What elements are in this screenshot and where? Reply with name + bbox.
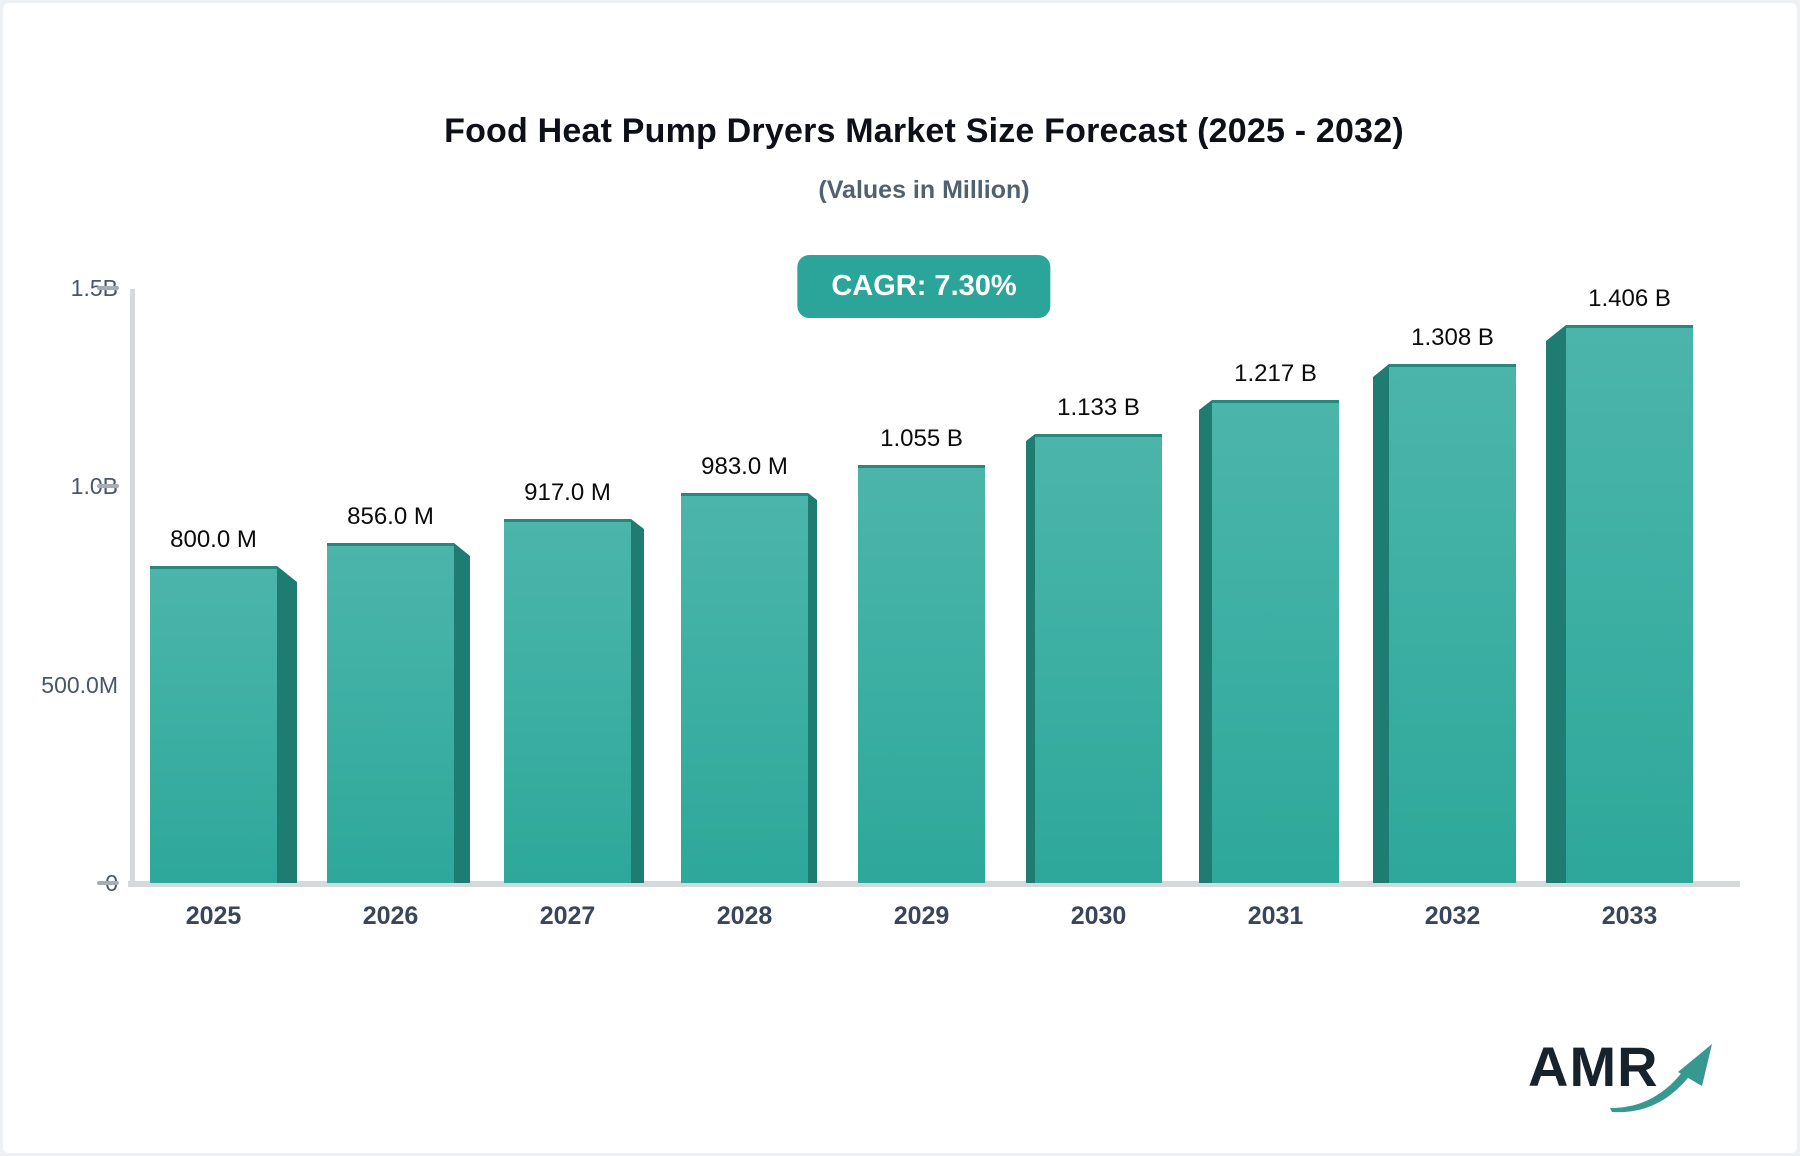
bar-value-label: 1.308 B bbox=[1411, 324, 1494, 351]
bar-side-face bbox=[1546, 325, 1566, 883]
y-tick-dash bbox=[97, 484, 119, 489]
bar-side-face bbox=[1026, 434, 1035, 883]
y-axis-line bbox=[130, 289, 135, 884]
bar-face bbox=[681, 493, 808, 883]
bar-side-face bbox=[808, 493, 817, 883]
bar-value-label: 983.0 M bbox=[701, 453, 788, 480]
bar-value-label: 1.055 B bbox=[880, 425, 963, 452]
brand-logo-text: AMR bbox=[1528, 1035, 1659, 1098]
page-title: Food Heat Pump Dryers Market Size Foreca… bbox=[444, 112, 1404, 150]
x-tick-label: 2026 bbox=[362, 902, 419, 930]
bar-value-label: 800.0 M bbox=[170, 526, 257, 553]
x-tick-label: 2028 bbox=[716, 902, 773, 930]
bar-face bbox=[1212, 400, 1339, 883]
bar-side-face bbox=[1373, 364, 1389, 883]
y-tick-dash bbox=[97, 881, 119, 885]
x-tick-label: 2030 bbox=[1070, 902, 1127, 930]
bar-side-face bbox=[1199, 400, 1212, 883]
x-tick-label: 2029 bbox=[893, 902, 950, 930]
bar-value-label: 917.0 M bbox=[524, 479, 611, 506]
bar-face bbox=[858, 465, 985, 883]
x-tick-label: 2032 bbox=[1424, 902, 1481, 930]
chart-card: Food Heat Pump Dryers Market Size Foreca… bbox=[3, 3, 1797, 1153]
x-tick-label: 2033 bbox=[1601, 902, 1658, 930]
bar-side-face bbox=[631, 519, 644, 883]
x-tick-label: 2027 bbox=[539, 902, 596, 930]
y-tick-label: 500.0M bbox=[41, 671, 118, 698]
page-subtitle: (Values in Million) bbox=[818, 176, 1030, 204]
bar-face bbox=[1035, 434, 1162, 883]
brand-logo: AMR bbox=[1528, 1034, 1728, 1120]
bar-face bbox=[1389, 364, 1516, 883]
bar-side-face bbox=[277, 566, 297, 883]
bar-face bbox=[1566, 325, 1693, 883]
bar-face bbox=[150, 566, 277, 883]
trend-arrow-icon bbox=[1610, 1044, 1712, 1113]
x-axis-line bbox=[128, 881, 1740, 887]
bar-side-face bbox=[454, 543, 470, 883]
bar-face bbox=[504, 519, 631, 883]
bar-face bbox=[327, 543, 454, 883]
cagr-badge: CAGR: 7.30% bbox=[797, 255, 1051, 318]
y-tick-dash bbox=[97, 286, 119, 290]
x-tick-label: 2025 bbox=[185, 902, 242, 930]
bar-value-label: 1.217 B bbox=[1234, 360, 1317, 387]
bar-value-label: 1.406 B bbox=[1588, 285, 1671, 312]
bar-value-label: 856.0 M bbox=[347, 503, 434, 530]
x-tick-label: 2031 bbox=[1247, 902, 1304, 930]
bar-value-label: 1.133 B bbox=[1057, 394, 1140, 421]
